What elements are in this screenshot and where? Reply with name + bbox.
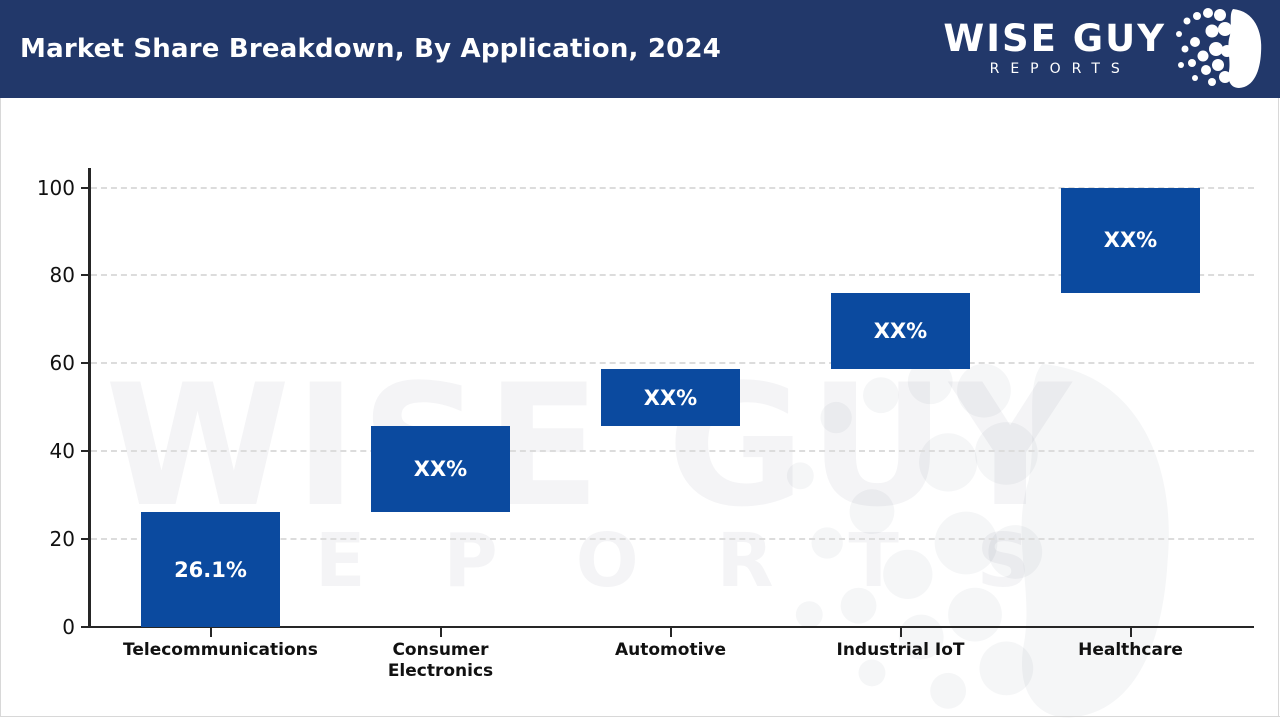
bar-value-label-4: XX%: [1103, 228, 1158, 253]
page-border-left: [0, 98, 1, 717]
x-axis-label-0: Telecommunications: [123, 640, 318, 660]
gridline-60: [91, 362, 1254, 365]
page-border-right: [1278, 98, 1279, 717]
y-tick-20: [81, 538, 90, 541]
x-axis-label-2: Automotive: [614, 640, 727, 660]
watermark-wordmark: WISE GUY: [105, 348, 1076, 544]
bar-1: XX%: [371, 426, 510, 513]
y-axis-label-80: 80: [49, 263, 75, 288]
y-axis-label-20: 20: [49, 527, 75, 552]
bar-3: XX%: [831, 293, 970, 370]
y-tick-0: [81, 626, 90, 628]
page-border-bottom: [0, 716, 1280, 717]
y-axis-label-60: 60: [49, 351, 75, 376]
page-title: Market Share Breakdown, By Application, …: [20, 34, 722, 64]
x-axis-label-4: Healthcare: [1078, 640, 1183, 660]
y-axis-label-0: 0: [62, 615, 75, 639]
x-tick-4: [1129, 628, 1132, 637]
bar-2: XX%: [601, 369, 740, 427]
bar-value-label-1: XX%: [413, 457, 468, 482]
y-axis-label-100: 100: [36, 175, 75, 200]
wiseguy-logo: WISE GUY REPORTS: [943, 6, 1266, 92]
x-tick-1: [439, 628, 442, 637]
logo-subtitle: REPORTS: [989, 61, 1131, 77]
watermark-face-icon: [786, 359, 1169, 718]
gridline-40: [91, 450, 1254, 453]
x-tick-0: [209, 628, 212, 637]
gridline-80: [91, 274, 1254, 277]
x-tick-3: [899, 628, 902, 637]
logo-text: WISE GUY REPORTS: [943, 19, 1166, 79]
x-axis-label-1: Consumer Electronics: [387, 640, 494, 681]
bar-value-label-0: 26.1%: [174, 557, 247, 582]
y-axis-label-40: 40: [49, 439, 75, 464]
gridline-100: [91, 186, 1254, 189]
y-tick-100: [81, 186, 90, 189]
y-tick-40: [81, 450, 90, 453]
gridline-20: [91, 538, 1254, 541]
x-axis-label-3: Industrial IoT: [836, 640, 965, 660]
x-tick-2: [669, 628, 672, 637]
bar-4: XX%: [1061, 187, 1200, 294]
bar-value-label-3: XX%: [873, 319, 928, 344]
y-axis-spine: [88, 168, 91, 628]
bar-value-label-2: XX%: [643, 385, 698, 410]
logo-wordmark: WISE GUY: [943, 17, 1166, 60]
x-axis-spine: [88, 625, 1254, 628]
header: Market Share Breakdown, By Application, …: [0, 0, 1280, 98]
bar-0: 26.1%: [141, 512, 280, 627]
watermark-subtitle: REPORTS: [180, 518, 1109, 604]
y-tick-80: [81, 274, 90, 277]
wiseguy-face-icon: [1176, 8, 1262, 88]
y-tick-60: [81, 362, 90, 365]
